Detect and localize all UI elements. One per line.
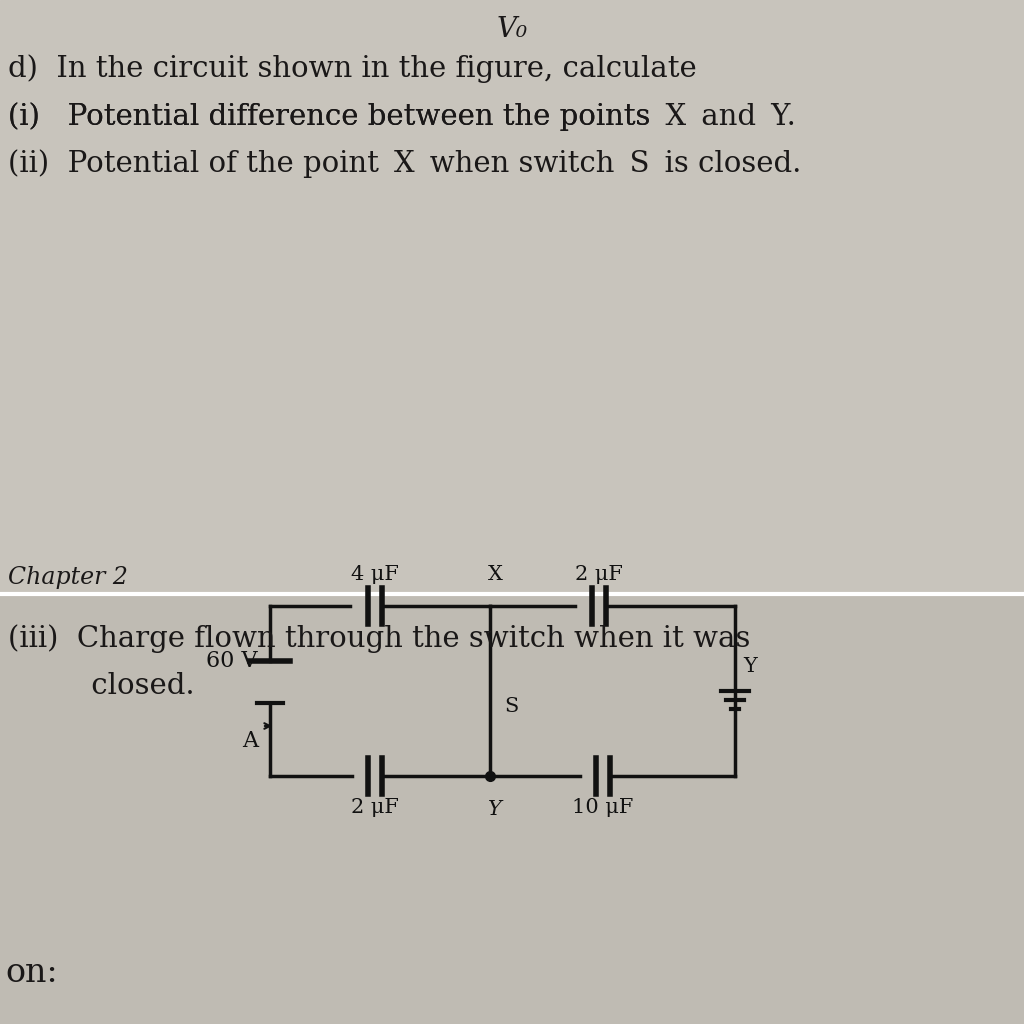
Text: X: X — [487, 565, 503, 584]
Text: closed.: closed. — [8, 672, 195, 700]
Text: V₀: V₀ — [497, 16, 527, 43]
Text: d)  In the circuit shown in the figure, calculate: d) In the circuit shown in the figure, c… — [8, 54, 696, 83]
Bar — [0, 594, 1024, 1024]
Text: (i)   Potential difference between the points: (i) Potential difference between the poi… — [8, 102, 659, 131]
Text: (ii)  Potential of the point  X  when switch  S  is closed.: (ii) Potential of the point X when switc… — [8, 150, 802, 178]
Text: S: S — [504, 696, 518, 716]
Text: Chapter 2: Chapter 2 — [8, 566, 128, 589]
Text: 60 V: 60 V — [207, 650, 258, 672]
Text: 4 μF: 4 μF — [351, 565, 399, 584]
Text: Y: Y — [488, 800, 502, 819]
Text: Y: Y — [743, 656, 757, 676]
Text: 2 μF: 2 μF — [575, 565, 623, 584]
Text: (iii)  Charge flown through the switch when it was: (iii) Charge flown through the switch wh… — [8, 624, 751, 652]
Text: A: A — [242, 730, 258, 752]
Bar — [0, 0, 1024, 594]
Text: on:: on: — [5, 957, 57, 989]
Text: 10 μF: 10 μF — [572, 798, 634, 817]
Text: 2 μF: 2 μF — [351, 798, 399, 817]
Text: (i)   Potential difference between the points  X  and  Y.: (i) Potential difference between the poi… — [8, 102, 796, 131]
